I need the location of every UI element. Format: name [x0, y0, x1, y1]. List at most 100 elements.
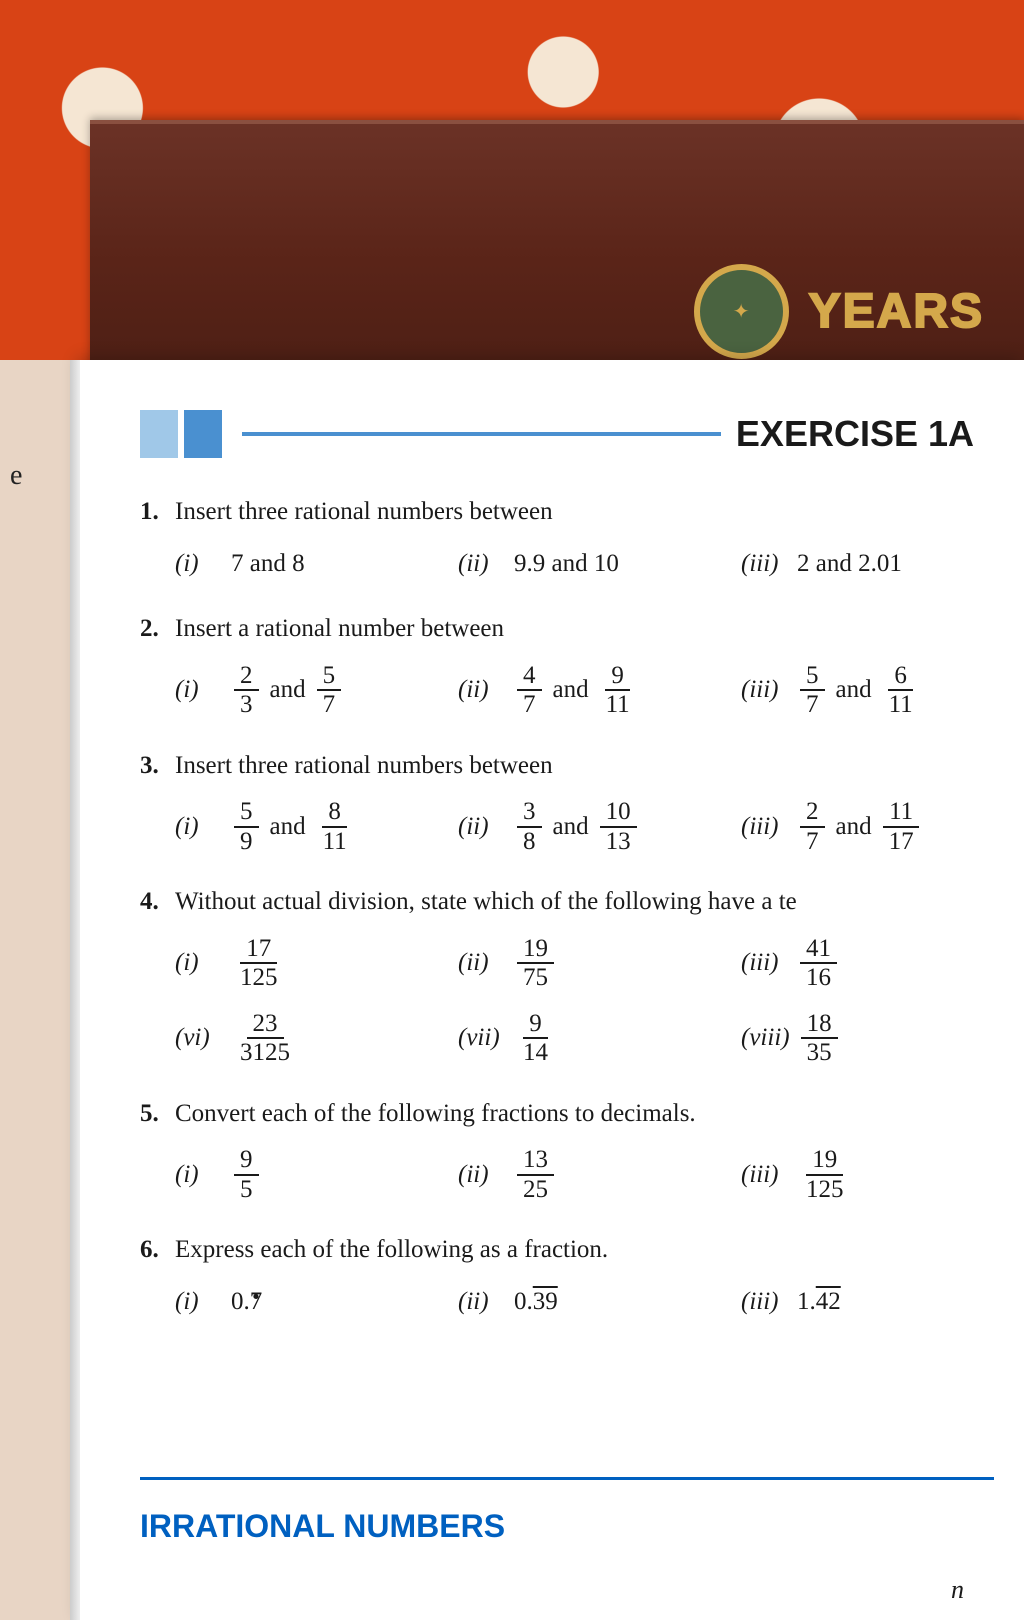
denominator: 125	[800, 1176, 850, 1204]
numerator: 4	[517, 662, 542, 692]
part-content: 7 and 8	[231, 545, 305, 583]
fraction: 914	[517, 1010, 554, 1067]
part: (iii)2 and 2.01	[741, 545, 1004, 583]
conjunction: and	[270, 808, 306, 846]
part-label: (iii)	[741, 1283, 789, 1321]
numerator: 8	[322, 798, 347, 828]
numerator: 9	[523, 1010, 548, 1040]
question-text: Express each of the following as a fract…	[175, 1236, 608, 1263]
part: (i)7 and 8	[175, 545, 438, 583]
numerator: 41	[800, 935, 837, 965]
part-label: (i)	[175, 1283, 223, 1321]
fraction: 27	[800, 798, 825, 855]
numerator: 6	[888, 662, 913, 692]
numerator: 9	[234, 1146, 259, 1176]
numerator: 11	[883, 798, 919, 828]
cover-logo-area: ✦ YEARS	[694, 264, 984, 359]
denominator: 11	[600, 691, 636, 719]
textbook-page: EXERCISE 1A 1.Insert three rational numb…	[80, 360, 1024, 1620]
fraction: 38	[517, 798, 542, 855]
fraction: 57	[317, 662, 342, 719]
part-label: (ii)	[458, 944, 506, 982]
part-label: (viii)	[741, 1019, 790, 1057]
fraction: 1117	[883, 798, 920, 855]
decimal-value: 0.7	[231, 1283, 262, 1321]
denominator: 3	[234, 691, 259, 719]
header-rule	[242, 432, 721, 436]
part: (iii) 4116	[741, 935, 1004, 992]
part-label: (i)	[175, 944, 223, 982]
question-number: 5.	[140, 1095, 159, 1133]
denominator: 75	[517, 964, 554, 992]
part: (iii)1.42	[741, 1283, 1004, 1321]
decimal-value: 0.39	[514, 1283, 558, 1321]
denominator: 35	[801, 1039, 838, 1067]
part: (ii)38 and 1013	[458, 798, 721, 855]
part: (i) 17125	[175, 935, 438, 992]
part-label: (vi)	[175, 1019, 223, 1057]
numerator: 19	[517, 935, 554, 965]
part-label: (iii)	[741, 671, 789, 709]
denominator: 7	[800, 691, 825, 719]
question-number: 1.	[140, 493, 159, 531]
part: (i) 0.7	[175, 1283, 438, 1321]
decimal-value: 1.42	[797, 1283, 841, 1321]
conjunction: and	[553, 671, 589, 709]
part: (iii) 19125	[741, 1146, 1004, 1203]
part: (i)95	[175, 1146, 438, 1203]
question-parts: (i)95 (ii)1325 (iii) 19125	[175, 1146, 1004, 1203]
fraction: 1325	[517, 1146, 554, 1203]
cover-years-text: YEARS	[809, 284, 984, 339]
numerator: 10	[600, 798, 637, 828]
fraction: 57	[800, 662, 825, 719]
part-label: (iii)	[741, 944, 789, 982]
numerator: 18	[801, 1010, 838, 1040]
denominator: 7	[517, 691, 542, 719]
part: (iii)27 and 1117	[741, 798, 1004, 855]
question-parts: (i)23 and 57(ii)47 and 911(iii)57 and 61…	[175, 662, 1004, 719]
part-label: (iii)	[741, 808, 789, 846]
fraction: 911	[600, 662, 636, 719]
question-2: 2.Insert a rational number between(i)23 …	[140, 610, 1004, 719]
fraction: 1835	[801, 1010, 838, 1067]
numerator: 5	[234, 798, 259, 828]
part-content: 9.9 and 10	[514, 545, 619, 583]
question-text: Convert each of the following fractions …	[175, 1100, 696, 1127]
part: (vi) 233125	[175, 1010, 438, 1067]
question-number: 6.	[140, 1231, 159, 1269]
numerator: 17	[240, 935, 277, 965]
cover-emblem-icon: ✦	[694, 264, 789, 359]
numerator: 19	[806, 1146, 843, 1176]
numerator: 2	[800, 798, 825, 828]
part-label: (ii)	[458, 808, 506, 846]
fraction: 95	[234, 1146, 259, 1203]
numerator: 23	[247, 1010, 284, 1040]
question-text: Insert three rational numbers between	[175, 752, 553, 779]
part-label: (i)	[175, 808, 223, 846]
denominator: 9	[234, 828, 259, 856]
part: (ii)1325	[458, 1146, 721, 1203]
part-content: 2 and 2.01	[797, 545, 902, 583]
part: (ii)0.39	[458, 1283, 721, 1321]
part: (ii)47 and 911	[458, 662, 721, 719]
fraction: 233125	[234, 1010, 296, 1067]
footer-variable: n	[951, 1575, 964, 1605]
denominator: 5	[234, 1176, 259, 1204]
question-number: 2.	[140, 610, 159, 648]
conjunction: and	[553, 808, 589, 846]
fraction: 4116	[800, 935, 837, 992]
question-3: 3.Insert three rational numbers between(…	[140, 747, 1004, 856]
numerator: 9	[605, 662, 630, 692]
part: (vii)914	[458, 1010, 721, 1067]
denominator: 125	[234, 964, 284, 992]
part: (viii) 1835	[741, 1010, 1004, 1067]
section-heading: IRRATIONAL NUMBERS	[140, 1508, 505, 1545]
denominator: 8	[517, 828, 542, 856]
fraction: 811	[317, 798, 353, 855]
part-label: (iii)	[741, 1156, 789, 1194]
question-5: 5. Convert each of the following fraction…	[140, 1095, 1004, 1204]
denominator: 7	[800, 828, 825, 856]
fraction: 59	[234, 798, 259, 855]
question-parts: (i) 17125 (ii) 1975 (iii) 4116 (vi) 233125 (vii)…	[175, 935, 1004, 1067]
part-label: (ii)	[458, 545, 506, 583]
